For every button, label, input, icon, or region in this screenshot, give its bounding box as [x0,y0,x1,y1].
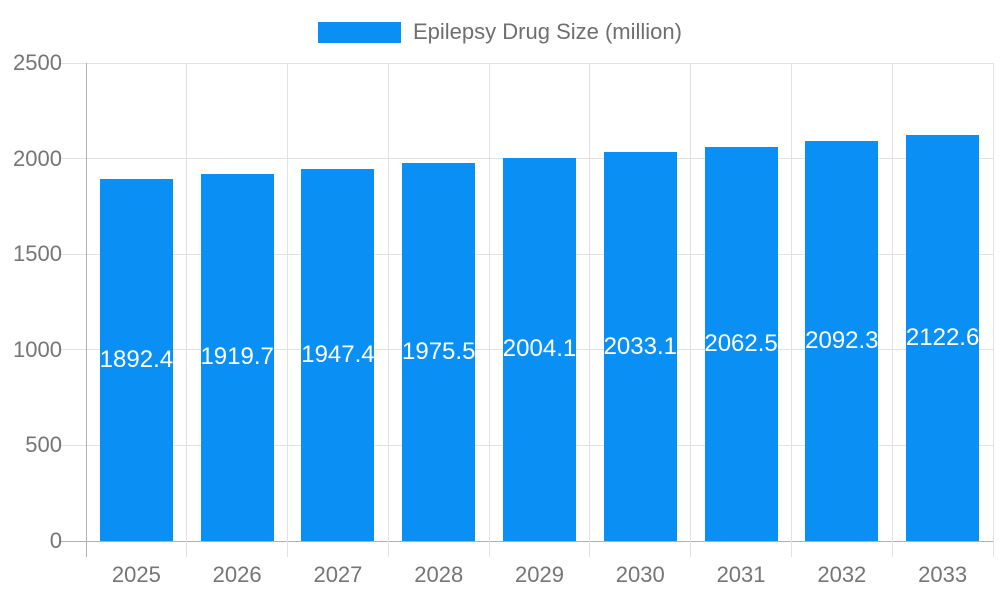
x-gridline [690,63,692,557]
bar-2025[interactable]: 1892.4 [100,179,173,541]
x-gridline [186,63,188,557]
bar-value-label: 2004.1 [502,335,577,363]
plot-area: 1892.4 1919.7 1947.4 1975.5 2004.1 2033.1 2062… [59,62,994,557]
bar-2033[interactable]: 2122.6 [906,135,979,541]
bar-value-label: 2122.6 [905,324,980,352]
x-gridline [992,63,994,557]
x-tick-label: 2030 [615,562,665,587]
x-gridline [387,63,389,557]
x-tick-label: 2029 [515,562,564,587]
x-tick-label: 2033 [918,562,968,587]
x-tick-label: 2032 [817,562,867,587]
legend-label: Epilepsy Drug Size (million) [413,19,682,44]
x-tick-label: 2027 [313,562,363,587]
bar-2026[interactable]: 1919.7 [200,173,274,541]
y-tick-label: 1500 [13,241,62,267]
y-tick-label: 2000 [13,145,62,171]
y-tick-label: 500 [25,432,62,458]
x-gridline [287,63,289,557]
y-axis-line [85,63,87,557]
x-tick-label: 2028 [414,562,464,587]
bar-value-label: 2033.1 [603,332,677,360]
x-tick-label: 2025 [111,562,161,587]
bar-2029[interactable]: 2004.1 [502,157,577,541]
x-gridline [891,63,893,557]
y-tick-label: 2500 [13,50,62,75]
bar-value-label: 1947.4 [301,340,375,368]
legend-swatch-icon [318,21,401,43]
bar-2032[interactable]: 2092.3 [805,140,879,541]
x-gridline [589,63,591,557]
bar-2028[interactable]: 1975.5 [402,163,475,541]
y-tick-label: 1000 [13,336,62,362]
bar-value-label: 1892.4 [99,346,174,374]
bar-2027[interactable]: 1947.4 [301,168,375,541]
bar-value-label: 1919.7 [200,343,274,371]
y-gridline [59,62,993,64]
x-gridline [790,63,792,557]
x-tick-label: 2026 [212,562,262,587]
x-axis-baseline [59,540,993,542]
y-tick-label: 0 [49,528,62,553]
x-tick-label: 2031 [716,562,766,587]
bar-value-label: 2062.5 [704,329,778,357]
x-gridline [488,63,490,557]
bar-value-label: 2092.3 [805,326,879,354]
bar-2031[interactable]: 2062.5 [704,146,778,541]
bar-value-label: 1975.5 [402,338,476,366]
chart-legend[interactable]: Epilepsy Drug Size (million) [0,11,1000,53]
bar-2030[interactable]: 2033.1 [604,152,677,541]
